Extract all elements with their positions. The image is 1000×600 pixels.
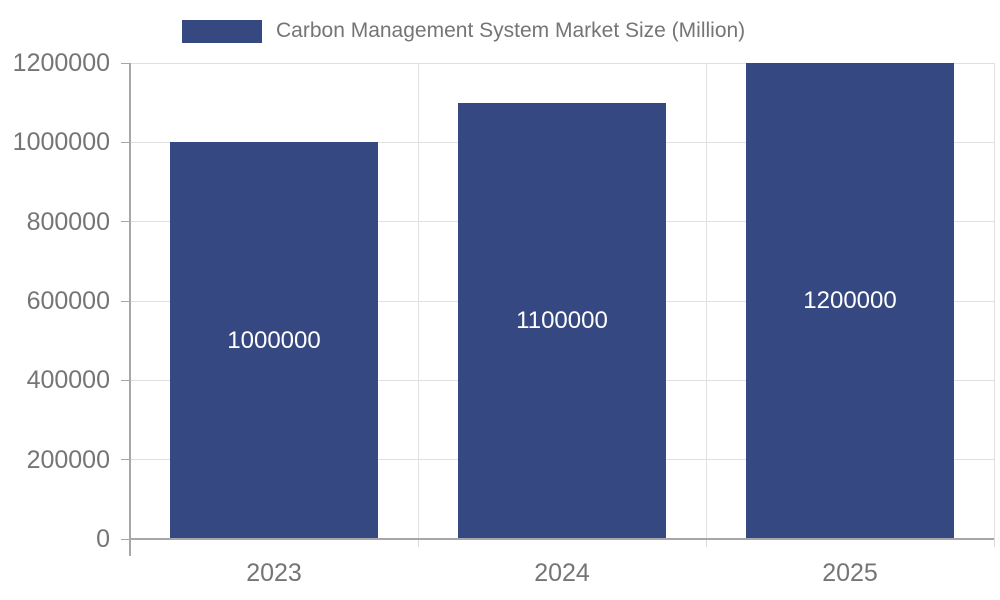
y-tick-mark [121, 141, 130, 143]
legend-label: Carbon Management System Market Size (Mi… [276, 19, 746, 42]
y-tick-mark [121, 300, 130, 302]
y-tick-label: 0 [96, 525, 110, 553]
y-tick-mark [121, 221, 130, 223]
y-grid-line [130, 62, 994, 64]
y-tick-label: 1000000 [12, 128, 110, 157]
bar-2024[interactable] [458, 102, 666, 538]
bar-2025[interactable] [746, 63, 954, 538]
y-axis-line [129, 63, 131, 556]
y-tick-mark [121, 62, 130, 64]
y-tick-label: 800000 [26, 207, 110, 236]
x-tick-mark [993, 539, 995, 547]
bar-value-label: 1100000 [516, 306, 608, 334]
y-tick-mark [121, 379, 130, 381]
y-tick-label: 200000 [26, 445, 110, 474]
category-boundary-grid-line [417, 63, 419, 539]
bar-value-label: 1200000 [803, 287, 897, 314]
x-tick-mark [705, 539, 707, 547]
legend[interactable]: Carbon Management System Market Size (Mi… [182, 16, 745, 46]
x-axis-line [129, 538, 994, 540]
category-boundary-grid-line [705, 63, 707, 539]
y-tick-mark [121, 538, 130, 540]
y-tick-label: 1200000 [12, 49, 110, 77]
x-tick-label: 2025 [822, 559, 878, 587]
bar-2023[interactable] [170, 142, 378, 538]
category-boundary-grid-line [993, 63, 995, 539]
x-tick-mark [417, 539, 419, 547]
bar-value-label: 1000000 [227, 326, 321, 354]
y-tick-mark [121, 459, 130, 461]
legend-swatch [182, 19, 262, 43]
x-tick-label: 2023 [246, 559, 302, 587]
x-tick-label: 2024 [534, 559, 590, 587]
y-tick-label: 400000 [26, 366, 110, 395]
y-tick-label: 600000 [26, 287, 110, 315]
